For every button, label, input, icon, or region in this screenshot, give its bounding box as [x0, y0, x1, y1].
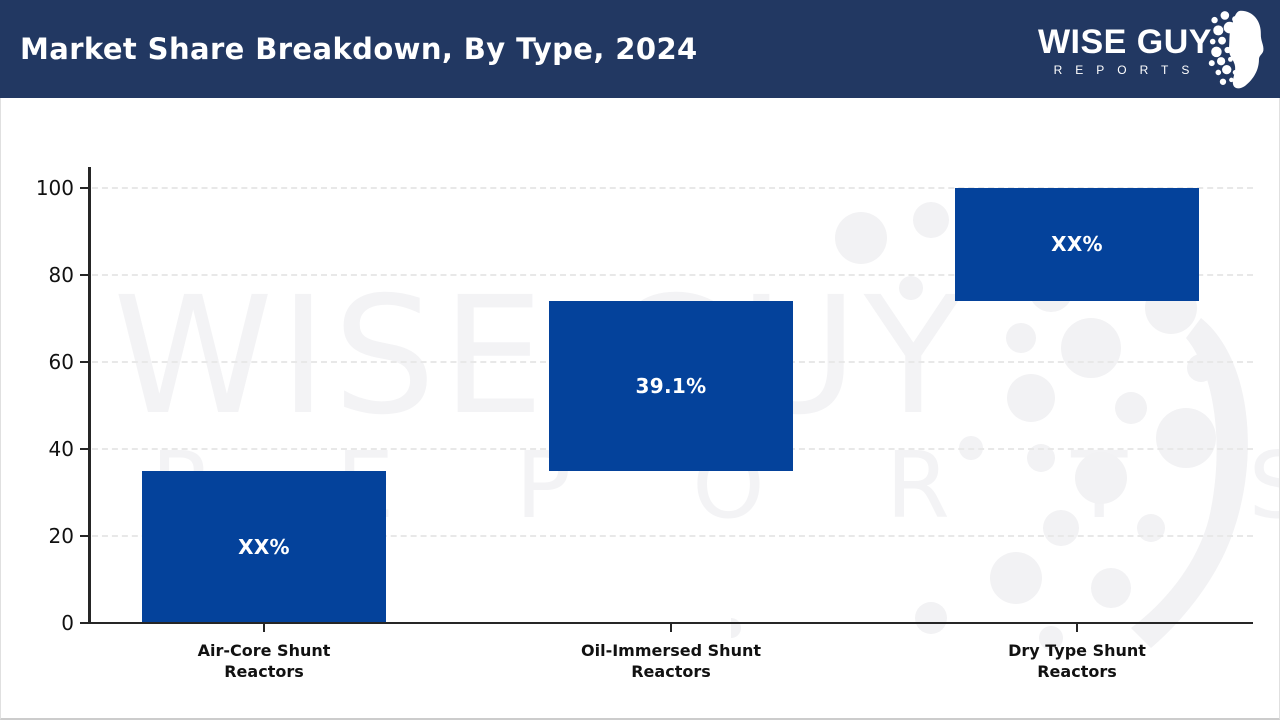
watermark-wordmark: WISE GUY: [113, 263, 969, 451]
header: Market Share Breakdown, By Type, 2024 WI…: [0, 0, 1280, 98]
logo-wordmark: WISE GUY: [1037, 22, 1212, 61]
page-title: Market Share Breakdown, By Type, 2024: [20, 32, 698, 66]
logo-subtitle: REPORTS: [1053, 62, 1203, 77]
watermark-face-dots: [731, 202, 1248, 650]
chart-canvas: WISE GUY R E P O R T S: [0, 98, 1280, 720]
face-profile-icon: [1208, 10, 1264, 89]
wise-guy-reports-logo: WISE GUY REPORTS: [1038, 6, 1268, 94]
logo-text: WISE GUY REPORTS: [1038, 25, 1212, 76]
